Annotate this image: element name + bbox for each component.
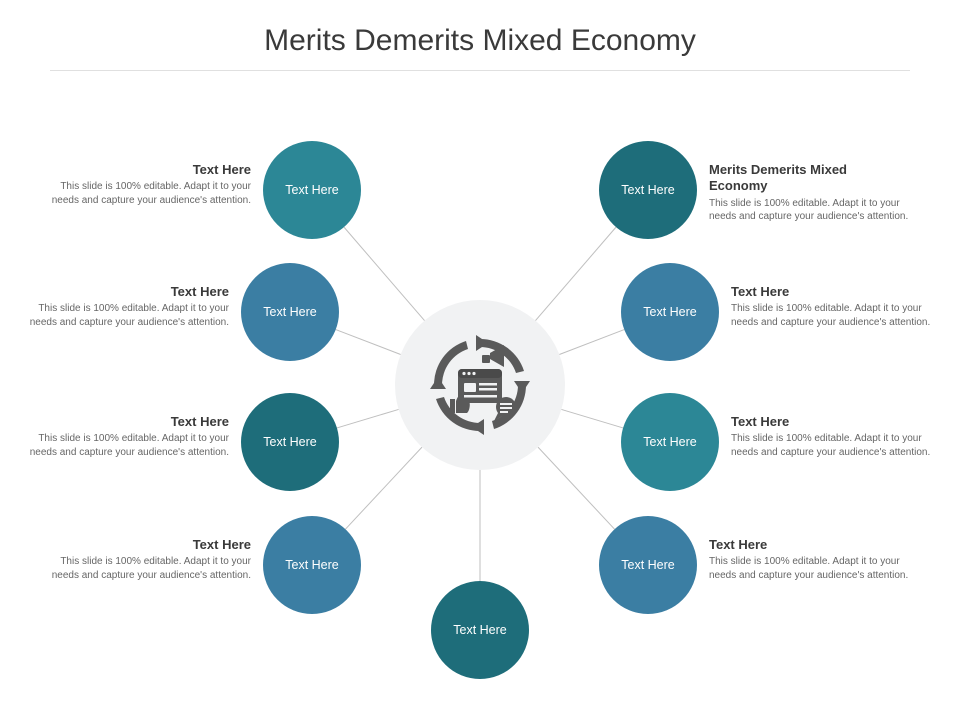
node-label: Text Here (263, 305, 317, 320)
text-heading: Text Here (29, 284, 229, 300)
node-l1: Text Here (263, 141, 361, 239)
node-r3: Text Here (621, 393, 719, 491)
node-r2: Text Here (621, 263, 719, 361)
text-block-l3: Text Here This slide is 100% editable. Ad… (29, 414, 229, 459)
node-label: Text Here (621, 183, 675, 198)
text-heading: Text Here (731, 414, 931, 430)
node-label: Text Here (453, 623, 507, 638)
node-r4: Text Here (599, 516, 697, 614)
text-body: This slide is 100% editable. Adapt it to… (731, 432, 931, 459)
center-hub (395, 300, 565, 470)
node-l2: Text Here (241, 263, 339, 361)
center-icon (420, 325, 540, 445)
text-heading: Text Here (51, 537, 251, 553)
text-heading: Text Here (731, 284, 931, 300)
node-r1: Text Here (599, 141, 697, 239)
text-heading: Text Here (51, 162, 251, 178)
node-b: Text Here (431, 581, 529, 679)
page-title: Merits Demerits Mixed Economy (0, 0, 960, 70)
text-block-r4: Text Here This slide is 100% editable. Ad… (709, 537, 909, 582)
text-block-l4: Text Here This slide is 100% editable. Ad… (51, 537, 251, 582)
node-l3: Text Here (241, 393, 339, 491)
title-divider (50, 70, 910, 71)
text-body: This slide is 100% editable. Adapt it to… (709, 555, 909, 582)
node-label: Text Here (643, 435, 697, 450)
text-block-r2: Text Here This slide is 100% editable. Ad… (731, 284, 931, 329)
text-block-l2: Text Here This slide is 100% editable. Ad… (29, 284, 229, 329)
text-heading: Merits Demerits Mixed Economy (709, 162, 909, 195)
node-label: Text Here (263, 435, 317, 450)
node-label: Text Here (621, 558, 675, 573)
text-body: This slide is 100% editable. Adapt it to… (51, 555, 251, 582)
text-heading: Text Here (29, 414, 229, 430)
diagram-stage: Text Here Text Here This slide is 100% edi… (0, 80, 960, 720)
node-label: Text Here (285, 558, 339, 573)
text-heading: Text Here (709, 537, 909, 553)
text-body: This slide is 100% editable. Adapt it to… (709, 197, 909, 224)
text-block-r3: Text Here This slide is 100% editable. Ad… (731, 414, 931, 459)
text-block-l1: Text Here This slide is 100% editable. Ad… (51, 162, 251, 207)
node-l4: Text Here (263, 516, 361, 614)
text-body: This slide is 100% editable. Adapt it to… (731, 302, 931, 329)
node-label: Text Here (285, 183, 339, 198)
text-block-r1: Merits Demerits Mixed EconomyThis slide … (709, 162, 909, 224)
node-label: Text Here (643, 305, 697, 320)
text-body: This slide is 100% editable. Adapt it to… (51, 180, 251, 207)
text-body: This slide is 100% editable. Adapt it to… (29, 302, 229, 329)
text-body: This slide is 100% editable. Adapt it to… (29, 432, 229, 459)
